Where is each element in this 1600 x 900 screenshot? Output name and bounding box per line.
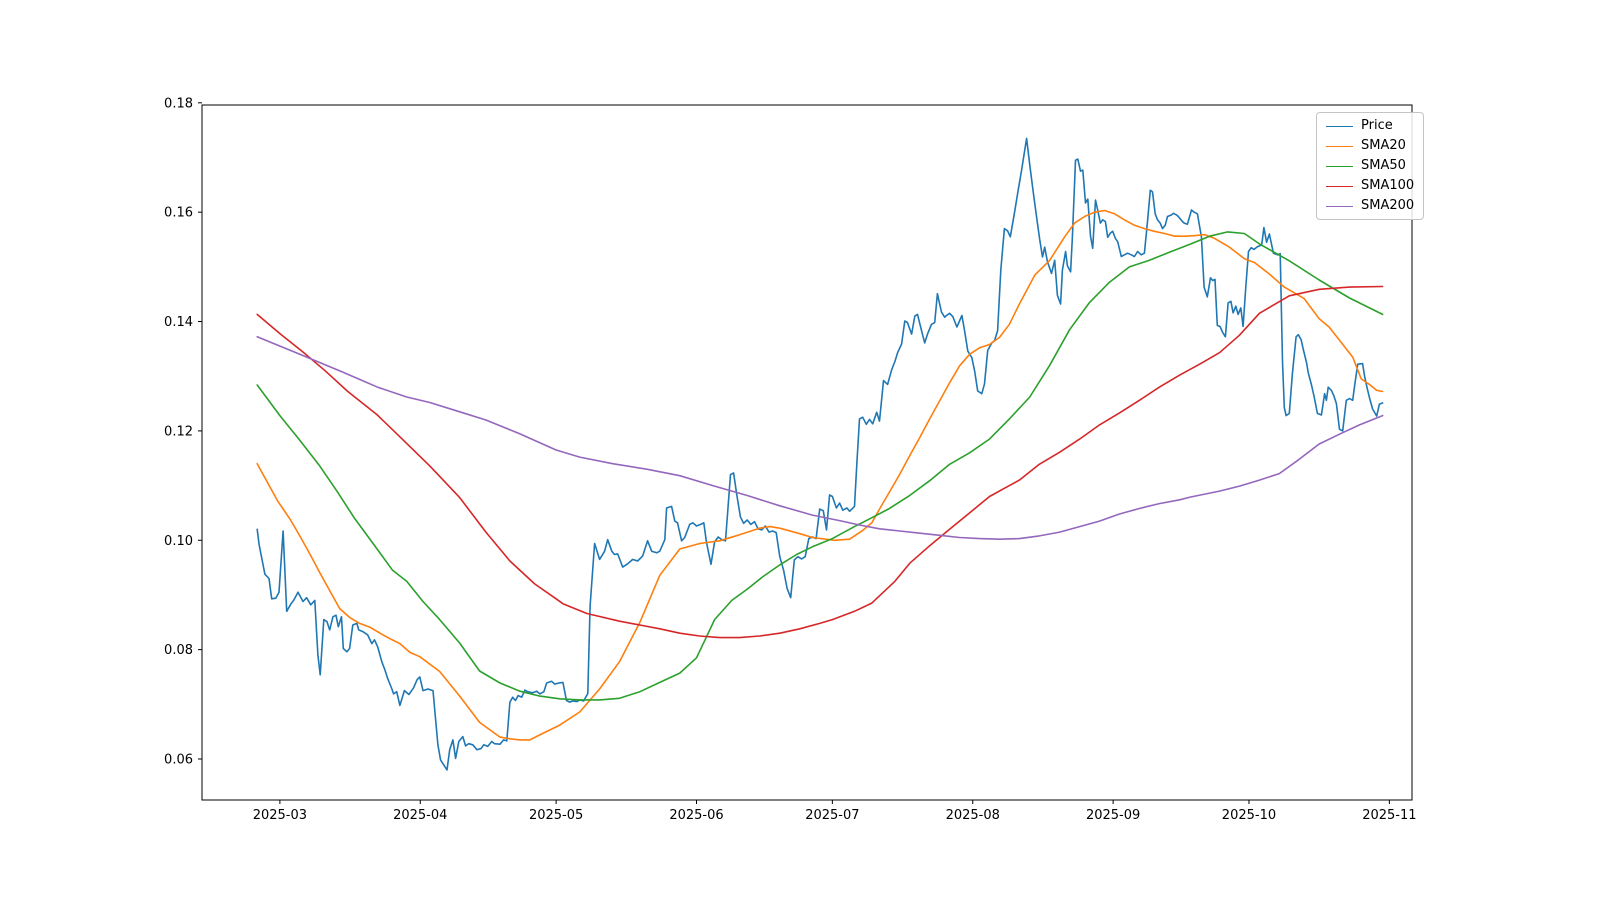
legend-label-sma20: SMA20 [1361,138,1406,153]
legend-label-sma200: SMA200 [1361,198,1415,213]
legend-label-sma50: SMA50 [1361,158,1406,173]
x-tick-label: 2025-11 [1362,808,1416,823]
x-tick-label: 2025-09 [1086,808,1140,823]
plot-border [201,104,1413,801]
y-tick-label: 0.06 [164,752,193,767]
x-tick-label: 2025-08 [946,808,1000,823]
sma20-line-sample [1326,145,1353,147]
y-tick-label: 0.10 [164,534,193,549]
legend-item-sma200[interactable]: SMA200 [1326,198,1414,214]
y-tick-label: 0.12 [164,424,193,439]
y-tick-label: 0.18 [164,96,193,111]
x-tick-label: 2025-05 [529,808,583,823]
sma20-line [256,209,1384,741]
sma100-line-sample [1326,185,1353,187]
price-line-sample [1326,125,1353,127]
legend-label-sma100: SMA100 [1361,178,1415,193]
legend-item-price[interactable]: Price [1326,118,1414,134]
price-line [256,137,1384,771]
sma100-line [256,285,1384,639]
x-tick-label: 2025-04 [393,808,447,823]
x-tick-label: 2025-10 [1222,808,1276,823]
legend-label-price: Price [1361,118,1393,133]
x-tick-label: 2025-07 [805,808,859,823]
legend-item-sma20[interactable]: SMA20 [1326,138,1414,154]
legend: Price SMA20 SMA50 SMA100 SMA200 [1316,112,1425,220]
legend-item-sma50[interactable]: SMA50 [1326,158,1414,174]
y-tick-label: 0.14 [164,315,193,330]
legend-item-sma100[interactable]: SMA100 [1326,178,1414,194]
y-tick-label: 0.08 [164,643,193,658]
y-tick-label: 0.16 [164,206,193,221]
sma200-line [256,335,1384,541]
sma50-line [256,231,1384,701]
x-tick-label: 2025-03 [253,808,307,823]
sma200-line-sample [1326,205,1353,207]
sma50-line-sample [1326,165,1353,167]
x-tick-label: 2025-06 [669,808,723,823]
